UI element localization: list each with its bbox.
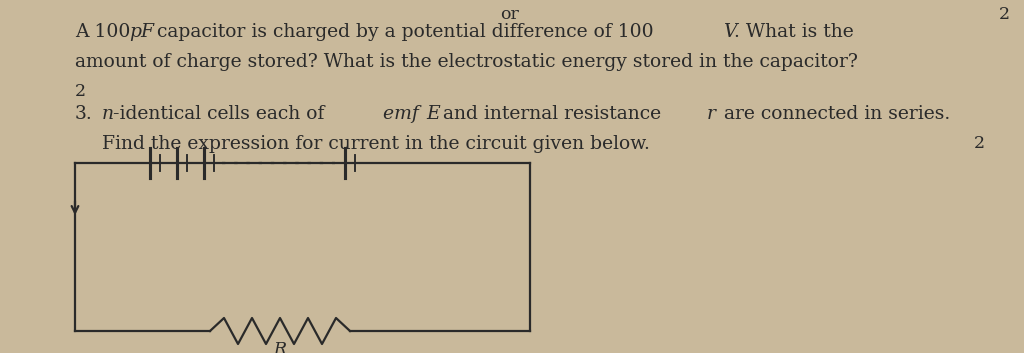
Text: . What is the: . What is the xyxy=(734,23,854,41)
Text: 3.: 3. xyxy=(75,105,93,123)
Text: r: r xyxy=(707,105,716,123)
Text: and internal resistance: and internal resistance xyxy=(437,105,667,123)
Text: emf: emf xyxy=(383,105,425,123)
Text: A 100: A 100 xyxy=(75,23,130,41)
Text: 2: 2 xyxy=(998,6,1010,23)
Text: n: n xyxy=(102,105,114,123)
Text: Find the expression for current in the circuit given below.: Find the expression for current in the c… xyxy=(102,135,650,153)
Text: or: or xyxy=(501,6,519,23)
Text: are connected in series.: are connected in series. xyxy=(718,105,950,123)
Text: -identical cells each of: -identical cells each of xyxy=(113,105,330,123)
Text: 2: 2 xyxy=(75,83,86,100)
Text: p: p xyxy=(129,23,141,41)
Text: amount of charge stored? What is the electrostatic energy stored in the capacito: amount of charge stored? What is the ele… xyxy=(75,53,858,71)
Text: R: R xyxy=(273,341,287,353)
Text: 2: 2 xyxy=(974,135,985,152)
Text: V: V xyxy=(723,23,736,41)
Text: capacitor is charged by a potential difference of 100: capacitor is charged by a potential diff… xyxy=(151,23,653,41)
Text: E: E xyxy=(426,105,439,123)
Text: F: F xyxy=(140,23,153,41)
